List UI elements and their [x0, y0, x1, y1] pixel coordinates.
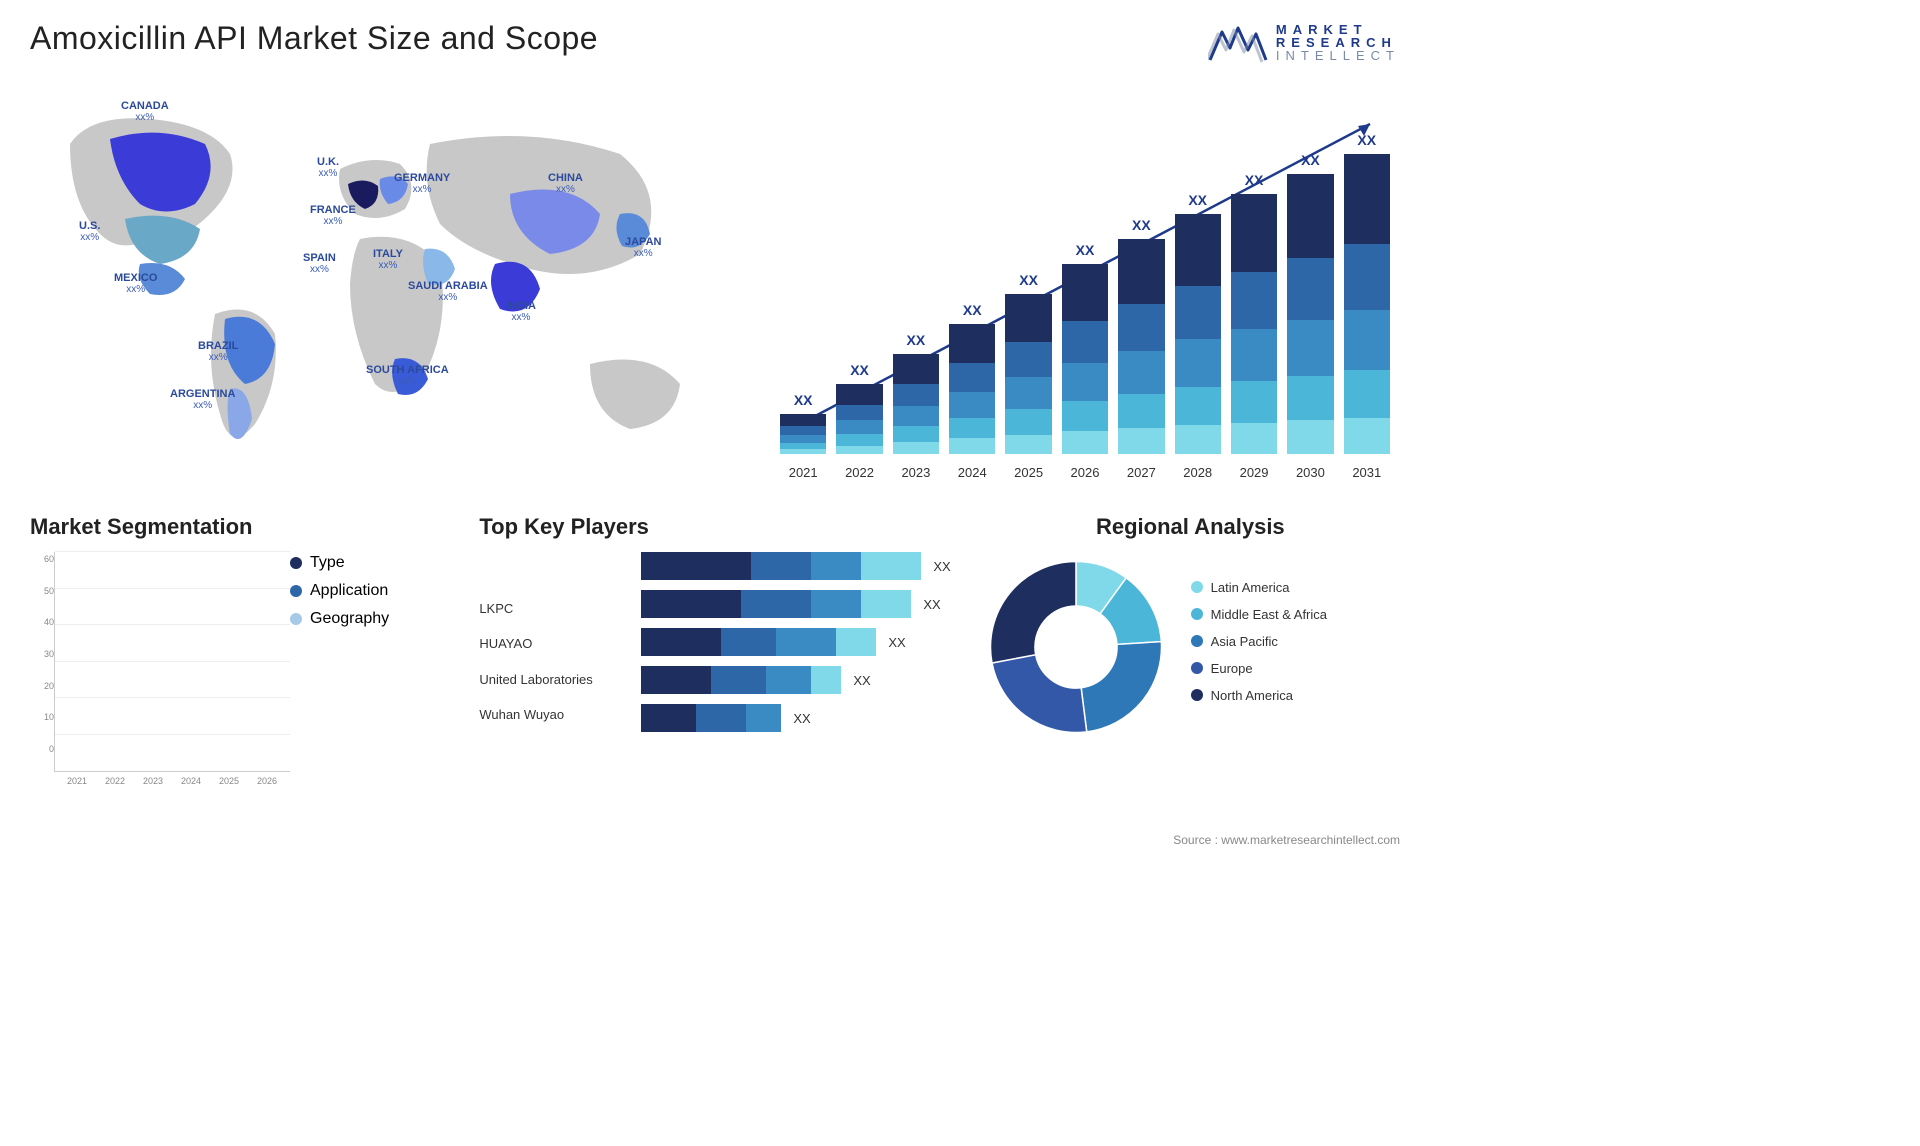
map-label-brazil: BRAZILxx% [198, 340, 238, 363]
logo-line2: RESEARCH [1276, 36, 1400, 49]
growth-bar-2031: XX [1344, 154, 1390, 454]
growth-bar-2025: XX [1005, 294, 1051, 454]
growth-bar-2021: XX [780, 414, 826, 454]
map-label-japan: JAPANxx% [625, 236, 661, 259]
growth-year-2029: 2029 [1231, 465, 1277, 480]
map-label-spain: SPAINxx% [303, 252, 336, 275]
kp-label-3: United Laboratories [479, 672, 629, 687]
seg-legend-application: Application [290, 582, 430, 600]
map-label-mexico: MEXICOxx% [114, 272, 157, 295]
kp-bar-1: XX [641, 590, 950, 618]
reg-legend-latin-america: Latin America [1191, 580, 1327, 595]
key-players-panel: Top Key Players LKPC HUAYAO United Laborat… [479, 514, 950, 786]
kp-bar-2: XX [641, 628, 950, 656]
map-label-argentina: ARGENTINAxx% [170, 388, 235, 411]
regional-donut [981, 552, 1171, 742]
growth-year-2031: 2031 [1344, 465, 1390, 480]
growth-bar-2024: XX [949, 324, 995, 454]
brand-logo: MARKET RESEARCH INTELLECT [1208, 20, 1400, 64]
growth-year-2022: 2022 [836, 465, 882, 480]
growth-bar-2030: XX [1287, 174, 1333, 454]
kp-bar-0: XX [641, 552, 950, 580]
regional-panel: Regional Analysis Latin America Middle Ea… [981, 514, 1400, 786]
growth-year-2023: 2023 [893, 465, 939, 480]
logo-line3: INTELLECT [1276, 49, 1400, 62]
map-label-germany: GERMANYxx% [394, 172, 450, 195]
map-label-india: INDIAxx% [506, 300, 536, 323]
kp-label-4: Wuhan Wuyao [479, 707, 629, 722]
page-title: Amoxicillin API Market Size and Scope [30, 20, 598, 57]
growth-year-2028: 2028 [1175, 465, 1221, 480]
growth-year-2026: 2026 [1062, 465, 1108, 480]
seg-legend-geography: Geography [290, 610, 430, 628]
growth-year-2025: 2025 [1005, 465, 1051, 480]
reg-legend-north-america: North America [1191, 688, 1327, 703]
donut-slice-asia-pacific [1081, 642, 1161, 732]
world-map-panel: CANADAxx% U.S.xx% MEXICOxx% BRAZILxx% ARGENT… [30, 84, 730, 484]
source-attribution: Source : www.marketresearchintellect.com [1173, 833, 1400, 847]
donut-slice-europe [992, 655, 1087, 733]
key-players-title: Top Key Players [479, 514, 950, 540]
kp-label-1: LKPC [479, 601, 629, 616]
map-label-china: CHINAxx% [548, 172, 583, 195]
growth-bar-2027: XX [1118, 239, 1164, 454]
growth-year-2021: 2021 [780, 465, 826, 480]
donut-slice-north-america [990, 562, 1076, 664]
map-label-saudiarabia: SAUDI ARABIAxx% [408, 280, 488, 303]
map-label-france: FRANCExx% [310, 204, 356, 227]
growth-year-2024: 2024 [949, 465, 995, 480]
kp-bar-3: XX [641, 666, 950, 694]
map-label-us: U.S.xx% [79, 220, 100, 243]
growth-year-2027: 2027 [1118, 465, 1164, 480]
regional-title: Regional Analysis [981, 514, 1400, 540]
growth-chart: XXXXXXXXXXXXXXXXXXXXXX 20212022202320242… [770, 84, 1400, 484]
kp-bar-4: XX [641, 704, 950, 732]
map-label-southafrica: SOUTH AFRICAxx% [366, 364, 449, 387]
map-label-uk: U.K.xx% [317, 156, 339, 179]
reg-legend-middle-east---africa: Middle East & Africa [1191, 607, 1327, 622]
kp-label-2: HUAYAO [479, 636, 629, 651]
growth-year-2030: 2030 [1287, 465, 1333, 480]
logo-line1: MARKET [1276, 23, 1400, 36]
growth-bar-2023: XX [893, 354, 939, 454]
seg-legend-type: Type [290, 554, 430, 572]
growth-bar-2022: XX [836, 384, 882, 454]
growth-bar-2028: XX [1175, 214, 1221, 454]
growth-bar-2026: XX [1062, 264, 1108, 454]
segmentation-title: Market Segmentation [30, 514, 290, 540]
reg-legend-europe: Europe [1191, 661, 1327, 676]
reg-legend-asia-pacific: Asia Pacific [1191, 634, 1327, 649]
map-label-italy: ITALYxx% [373, 248, 403, 271]
map-label-canada: CANADAxx% [121, 100, 169, 123]
growth-bar-2029: XX [1231, 194, 1277, 454]
segmentation-panel: Market Segmentation 6050403020100 202120… [30, 514, 449, 786]
